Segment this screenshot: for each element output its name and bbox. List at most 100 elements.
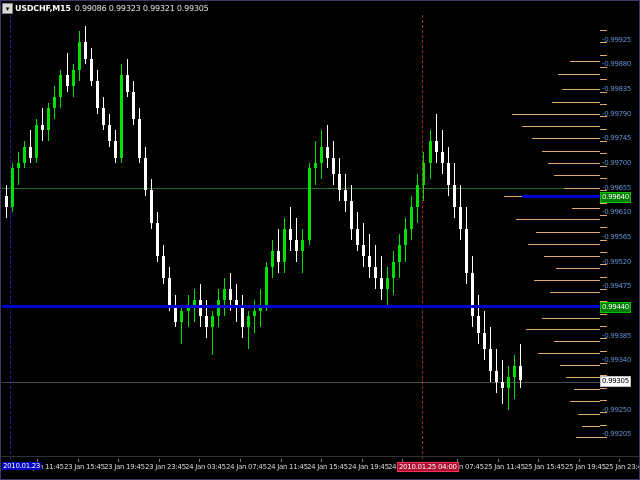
candle-body — [66, 75, 69, 87]
chart-left-edge-marker — [10, 15, 11, 459]
time-axis-label: 24 Jan 15:45 — [307, 463, 348, 471]
candle-body — [144, 157, 147, 191]
price-axis-tick — [600, 203, 607, 204]
candle-body — [386, 278, 389, 290]
candle-body — [223, 289, 226, 301]
candle-body — [235, 300, 238, 306]
candle-body — [513, 365, 516, 377]
candle-body — [447, 163, 450, 185]
candle-body — [199, 300, 202, 317]
candle-body — [217, 300, 220, 317]
candle-body — [326, 146, 329, 158]
price-level-line — [570, 401, 600, 402]
price-level-line — [572, 208, 600, 209]
candle-body — [374, 267, 377, 279]
price-level-line — [536, 232, 600, 233]
candle-body — [47, 108, 50, 131]
price-axis-label: -0.99790 — [602, 110, 632, 118]
candle-body — [483, 332, 486, 350]
price-level-line — [566, 377, 600, 378]
price-axis-tick — [600, 129, 607, 130]
candle-body — [180, 311, 183, 322]
time-axis-label: 25 Jan 11:45 — [484, 463, 525, 471]
candle-body — [138, 119, 141, 158]
candle-body — [253, 311, 256, 317]
price-axis-tick — [600, 42, 607, 43]
candle-wick — [248, 311, 249, 350]
price-level-line — [554, 175, 600, 176]
time-axis-label: 24 Jan 19:45 — [348, 463, 389, 471]
price-marker-last-price: 0.99305 — [600, 376, 631, 387]
candle-body — [416, 184, 419, 207]
price-level-line — [538, 353, 600, 354]
candle-body — [96, 80, 99, 109]
candle-body — [59, 75, 62, 98]
price-level-line — [542, 151, 600, 152]
chart-plot-area[interactable] — [2, 15, 600, 459]
price-axis-label: -0.99520 — [602, 258, 632, 266]
gridline-horizontal — [2, 382, 600, 383]
time-axis-label: 23 Jan 11:45 — [23, 463, 64, 471]
price-marker-signal-level-lower: 0.99440 — [600, 302, 631, 313]
candle-body — [29, 146, 32, 158]
price-axis-tick — [600, 67, 607, 68]
time-axis-tick — [362, 459, 363, 462]
candle-body — [410, 206, 413, 229]
chart-title-bar: ▾ USDCHF,M15 0.99086 0.99323 0.99321 0.9… — [1, 1, 639, 15]
time-axis-label: 23 Jan 15:45 — [64, 463, 105, 471]
price-axis-tick — [600, 289, 607, 290]
price-axis-tick — [600, 437, 607, 438]
price-level-line — [560, 365, 600, 366]
price-level-line — [526, 329, 600, 330]
price-axis-label: -0.99655 — [602, 184, 632, 192]
candle-body — [277, 250, 280, 262]
chevron-down-icon[interactable]: ▾ — [2, 2, 13, 14]
candle-body — [422, 163, 425, 185]
price-axis-tick — [600, 153, 607, 154]
candle-body — [35, 124, 38, 158]
candle-body — [283, 228, 286, 262]
horizontal-scrollbar[interactable] — [1, 474, 639, 479]
time-axis-tick — [457, 459, 458, 462]
candle-body — [380, 278, 383, 290]
signal-level-line[interactable] — [522, 195, 600, 198]
candle-body — [102, 108, 105, 125]
candle-body — [350, 201, 353, 229]
time-axis-label: 25 Jan 15:45 — [524, 463, 565, 471]
candle-body — [308, 168, 311, 240]
price-axis[interactable]: -0.99925 -0.99880 -0.99835 -0.99790 -0.99745… — [600, 15, 639, 459]
candle-body — [247, 316, 250, 328]
time-axis-label: 24 Jan 11:45 — [267, 463, 308, 471]
price-axis-tick — [600, 425, 607, 426]
candle-wick — [42, 108, 43, 142]
candle-wick — [181, 305, 182, 344]
candle-body — [84, 42, 87, 59]
price-axis-tick — [600, 252, 607, 253]
price-axis-tick — [600, 55, 607, 56]
candle-body — [429, 141, 432, 163]
candle-body — [295, 239, 298, 251]
candle-body — [187, 305, 190, 311]
time-axis-tick — [579, 459, 580, 462]
candle-wick — [381, 256, 382, 301]
candle-body — [314, 163, 317, 169]
price-level-line — [558, 74, 600, 75]
price-axis-label: -0.99745 — [602, 134, 632, 142]
candle-body — [404, 228, 407, 246]
candle-wick — [18, 152, 19, 185]
candle-body — [507, 376, 510, 388]
price-axis-tick — [600, 351, 607, 352]
candle-body — [241, 305, 244, 328]
price-axis-tick — [600, 375, 607, 376]
candle-body — [114, 141, 117, 158]
time-axis-tick — [199, 459, 200, 462]
time-axis-tick — [281, 459, 282, 462]
candle-wick — [363, 223, 364, 268]
price-level-line — [532, 138, 600, 139]
time-axis-tick — [619, 459, 620, 462]
signal-level-line[interactable] — [2, 305, 600, 308]
candle-wick — [188, 294, 189, 328]
time-axis-label: 23 Jan 23:45 — [145, 463, 186, 471]
time-axis-label: 25 Jan 07:45 — [443, 463, 484, 471]
price-axis-tick — [600, 116, 607, 117]
